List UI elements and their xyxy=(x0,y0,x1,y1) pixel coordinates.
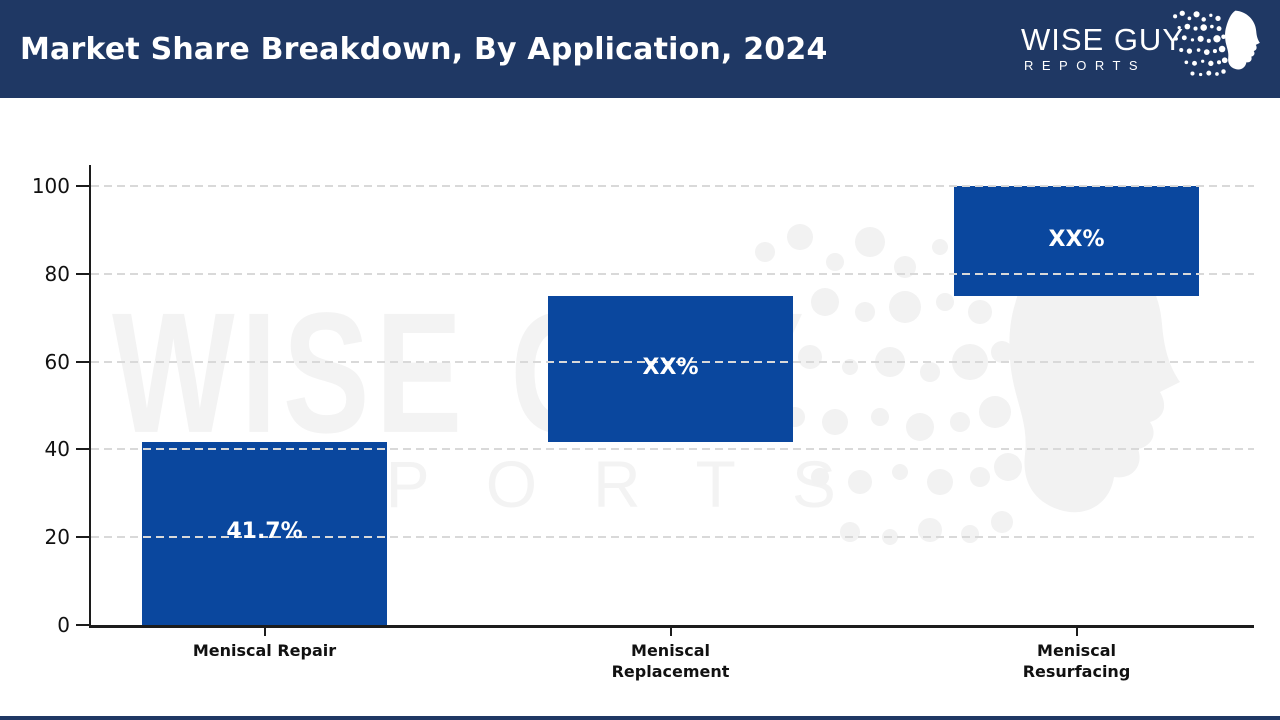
x-tick-label: Meniscal Resurfacing xyxy=(947,640,1207,682)
logo-text: WISE GUY REPORTS xyxy=(1020,21,1184,74)
y-tick-label: 40 xyxy=(44,437,70,462)
logo-name: WISE GUY xyxy=(1020,21,1184,57)
y-tick-label: 100 xyxy=(31,174,70,198)
gridline xyxy=(91,448,1254,451)
header-bar: Market Share Breakdown, By Application, … xyxy=(0,0,1280,98)
x-tick-mark xyxy=(263,627,266,636)
gridline xyxy=(91,272,1254,275)
bar-value-label: XX% xyxy=(642,354,699,380)
x-tick-mark xyxy=(669,627,672,636)
bar-value-label: 41.7% xyxy=(226,519,303,545)
bar-value-label: XX% xyxy=(1048,226,1105,252)
x-tick-label-line: Replacement xyxy=(611,662,730,681)
page-title: Market Share Breakdown, By Application, … xyxy=(20,31,828,67)
y-tick-label: 60 xyxy=(44,349,70,374)
y-tick-mark xyxy=(76,360,89,363)
y-tick-mark xyxy=(76,624,89,626)
y-tick-label: 20 xyxy=(44,525,70,550)
y-tick-mark xyxy=(76,185,89,187)
x-tick-mark xyxy=(1075,627,1078,636)
y-tick-mark xyxy=(76,536,89,539)
x-tick-label: Meniscal Replacement xyxy=(541,640,801,682)
y-axis-line xyxy=(89,165,91,627)
wiseguy-head-icon xyxy=(1173,10,1260,77)
x-tick-label-line: Resurfacing xyxy=(1022,662,1131,681)
bar-segment xyxy=(142,441,387,625)
y-tick-mark xyxy=(76,448,89,451)
gridline xyxy=(91,536,1254,539)
x-tick-label-line: Meniscal xyxy=(631,641,710,660)
gridline xyxy=(91,360,1254,363)
y-tick-label: 80 xyxy=(44,261,70,286)
y-tick-mark xyxy=(76,272,89,275)
gridline xyxy=(91,185,1254,187)
x-tick-label: Meniscal Repair xyxy=(135,640,395,661)
y-tick-label: 0 xyxy=(57,613,70,637)
wiseguy-logo: WISE GUY REPORTS xyxy=(1021,8,1266,88)
x-tick-label-line: Meniscal xyxy=(1037,641,1116,660)
footer-bar xyxy=(0,716,1280,720)
bar-segment xyxy=(548,295,793,442)
x-tick-label-line: Meniscal Repair xyxy=(192,641,337,660)
logo-sub: REPORTS xyxy=(1023,58,1147,74)
x-axis-line xyxy=(89,625,1254,628)
